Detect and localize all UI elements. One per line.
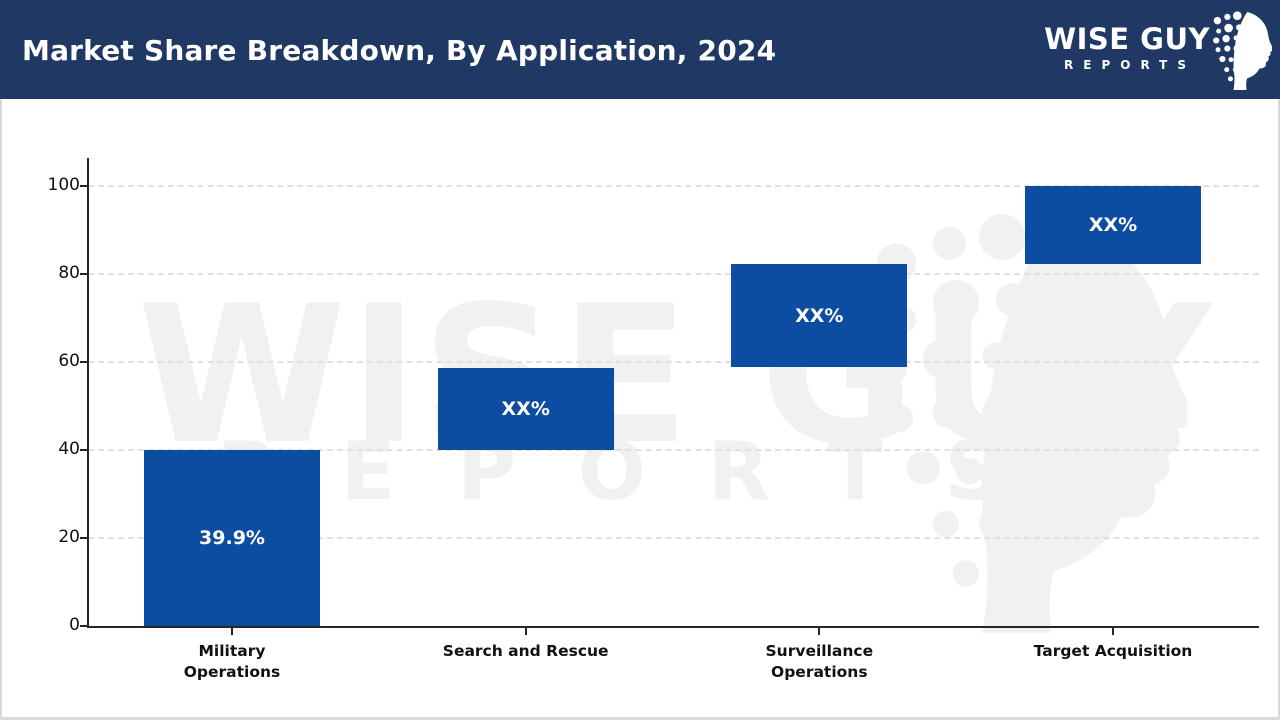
x-axis-category-label: Military Operations (183, 642, 281, 681)
wiseguy-logo-name: WISE GUY (1044, 22, 1210, 56)
gridline-20 (88, 537, 1259, 539)
bar-search-and-rescue: XX% (437, 368, 614, 451)
y-axis-line (87, 158, 89, 628)
y-axis-tick-mark (80, 537, 88, 539)
waterfall-chart: 0 20 40 60 80 100 39.9% XX% XX% XX% Military Opera… (2, 99, 1280, 717)
bar-value-label: XX% (795, 304, 844, 327)
y-axis-tick-mark (80, 449, 88, 451)
wiseguy-logo-sub: REPORTS (1064, 58, 1197, 72)
bar-value-label: XX% (501, 398, 550, 421)
page-title: Market Share Breakdown, By Application, … (22, 34, 777, 67)
y-axis-tick-mark (80, 625, 88, 627)
x-axis-tick-mark (231, 628, 233, 635)
wiseguy-logo-text: WISE GUY REPORTS (1044, 22, 1210, 72)
x-axis-line (87, 626, 1259, 628)
y-axis-tick-label: 40 (58, 439, 80, 459)
gridline-80 (88, 273, 1259, 275)
gridline-40 (88, 449, 1259, 451)
x-axis-tick-mark (524, 628, 527, 635)
gridline-100 (88, 185, 1259, 187)
gridline-60 (88, 361, 1259, 363)
x-axis-category-label: Surveillance Operations (765, 642, 874, 681)
y-axis-tick-label: 60 (58, 351, 80, 371)
y-axis-tick-label: 20 (58, 527, 80, 547)
y-axis-tick-label: 0 (69, 615, 80, 635)
bar-military-operations: 39.9% (144, 450, 320, 626)
y-axis-tick-label: 80 (58, 263, 80, 283)
bar-surveillance-operations: XX% (731, 264, 908, 368)
x-axis-category-label: Target Acquisition (1033, 642, 1193, 660)
wiseguy-head-icon (1213, 11, 1272, 91)
x-axis-tick-mark (818, 628, 821, 635)
x-axis-tick-mark (1112, 628, 1114, 635)
bar-target-acquisition: XX% (1025, 186, 1201, 265)
y-axis-tick-mark (80, 185, 88, 187)
bar-value-label: XX% (1088, 214, 1138, 237)
y-axis-tick-mark (80, 361, 88, 363)
bar-value-label: 39.9% (199, 527, 265, 550)
y-axis-tick-label: 100 (47, 175, 80, 195)
wiseguy-logo: WISE GUY REPORTS (1007, 6, 1272, 94)
x-axis-category-label: Search and Rescue (442, 642, 609, 660)
header-bar: Market Share Breakdown, By Application, … (0, 0, 1280, 99)
y-axis-tick-mark (80, 273, 88, 275)
